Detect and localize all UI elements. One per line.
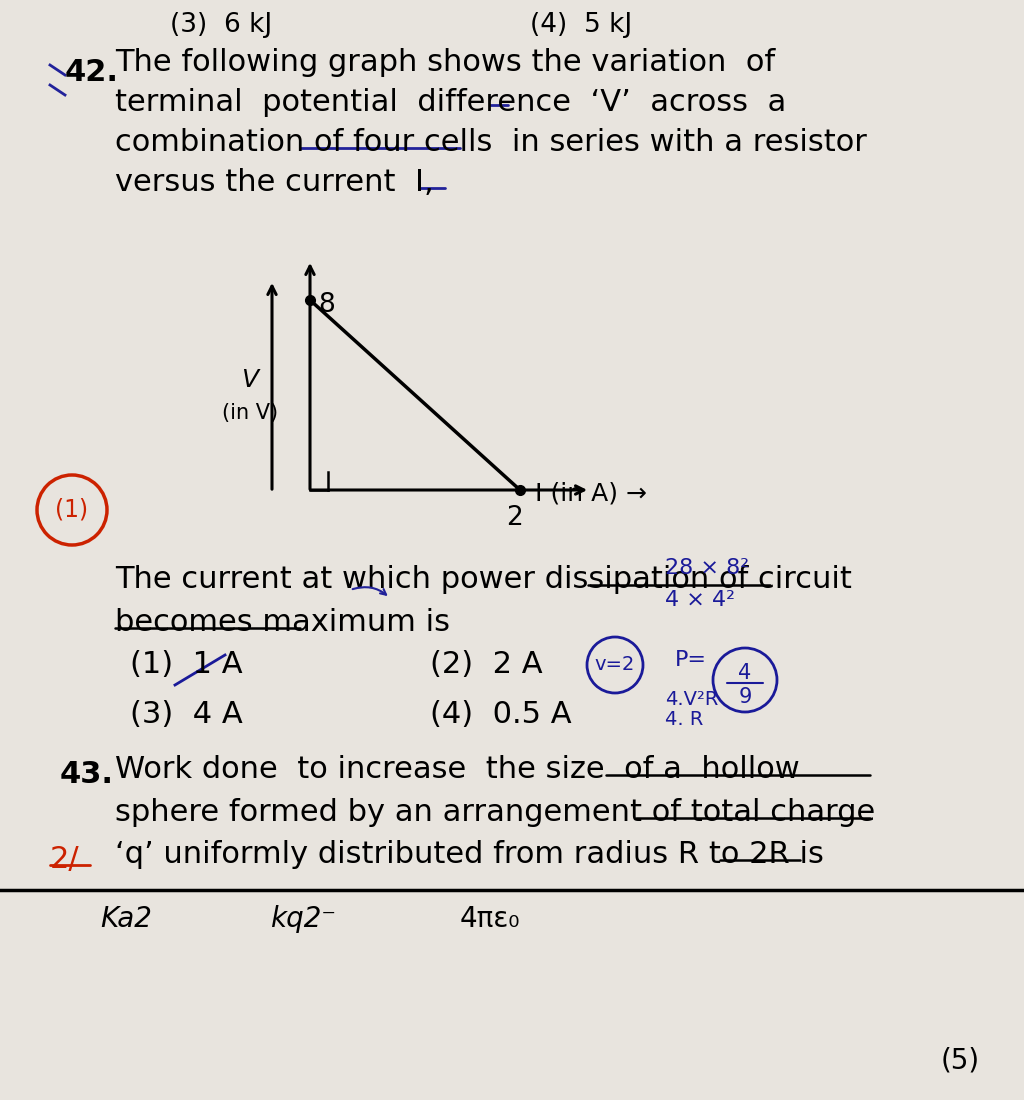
- Text: Ka2: Ka2: [100, 905, 152, 933]
- Text: 4: 4: [738, 663, 752, 683]
- Text: v=2: v=2: [595, 656, 635, 674]
- Text: (in V): (in V): [222, 403, 279, 424]
- Text: becomes maximum is: becomes maximum is: [115, 608, 450, 637]
- Text: 42.: 42.: [65, 58, 119, 87]
- Text: terminal  potential  difference  ‘V’  across  a: terminal potential difference ‘V’ across…: [115, 88, 786, 117]
- Text: combination of four cells  in series with a resistor: combination of four cells in series with…: [115, 128, 867, 157]
- Text: (5): (5): [940, 1046, 980, 1074]
- Text: I (in A) →: I (in A) →: [535, 481, 647, 505]
- Text: 4πε₀: 4πε₀: [460, 905, 520, 933]
- Text: (1)  1 A: (1) 1 A: [130, 650, 243, 679]
- Text: (4)  5 kJ: (4) 5 kJ: [530, 12, 632, 39]
- Text: sphere formed by an arrangement of total charge: sphere formed by an arrangement of total…: [115, 798, 876, 827]
- Text: (4)  0.5 A: (4) 0.5 A: [430, 700, 571, 729]
- Text: 28 × 8²: 28 × 8²: [665, 558, 750, 578]
- Text: ‘q’ uniformly distributed from radius R to 2R is: ‘q’ uniformly distributed from radius R …: [115, 840, 824, 869]
- Text: The current at which power dissipation of circuit: The current at which power dissipation o…: [115, 565, 852, 594]
- Text: 8: 8: [318, 292, 335, 318]
- Text: Work done  to increase  the size  of a  hollow: Work done to increase the size of a holl…: [115, 755, 800, 784]
- Text: (3)  6 kJ: (3) 6 kJ: [170, 12, 272, 39]
- Text: (3)  4 A: (3) 4 A: [130, 700, 243, 729]
- Text: 43.: 43.: [60, 760, 114, 789]
- Text: (1): (1): [55, 498, 88, 522]
- Text: 2/: 2/: [50, 845, 80, 875]
- Text: 9: 9: [738, 688, 752, 707]
- Text: P=: P=: [675, 650, 707, 670]
- Text: kq2⁻: kq2⁻: [270, 905, 336, 933]
- Text: (2)  2 A: (2) 2 A: [430, 650, 543, 679]
- Text: 4 × 4²: 4 × 4²: [665, 590, 735, 610]
- Text: 2: 2: [507, 505, 523, 531]
- Text: The following graph shows the variation  of: The following graph shows the variation …: [115, 48, 775, 77]
- Text: V: V: [242, 368, 259, 392]
- Text: versus the current  I,: versus the current I,: [115, 168, 434, 197]
- Text: 4. R: 4. R: [665, 710, 703, 729]
- Text: 4.V²R: 4.V²R: [665, 690, 719, 710]
